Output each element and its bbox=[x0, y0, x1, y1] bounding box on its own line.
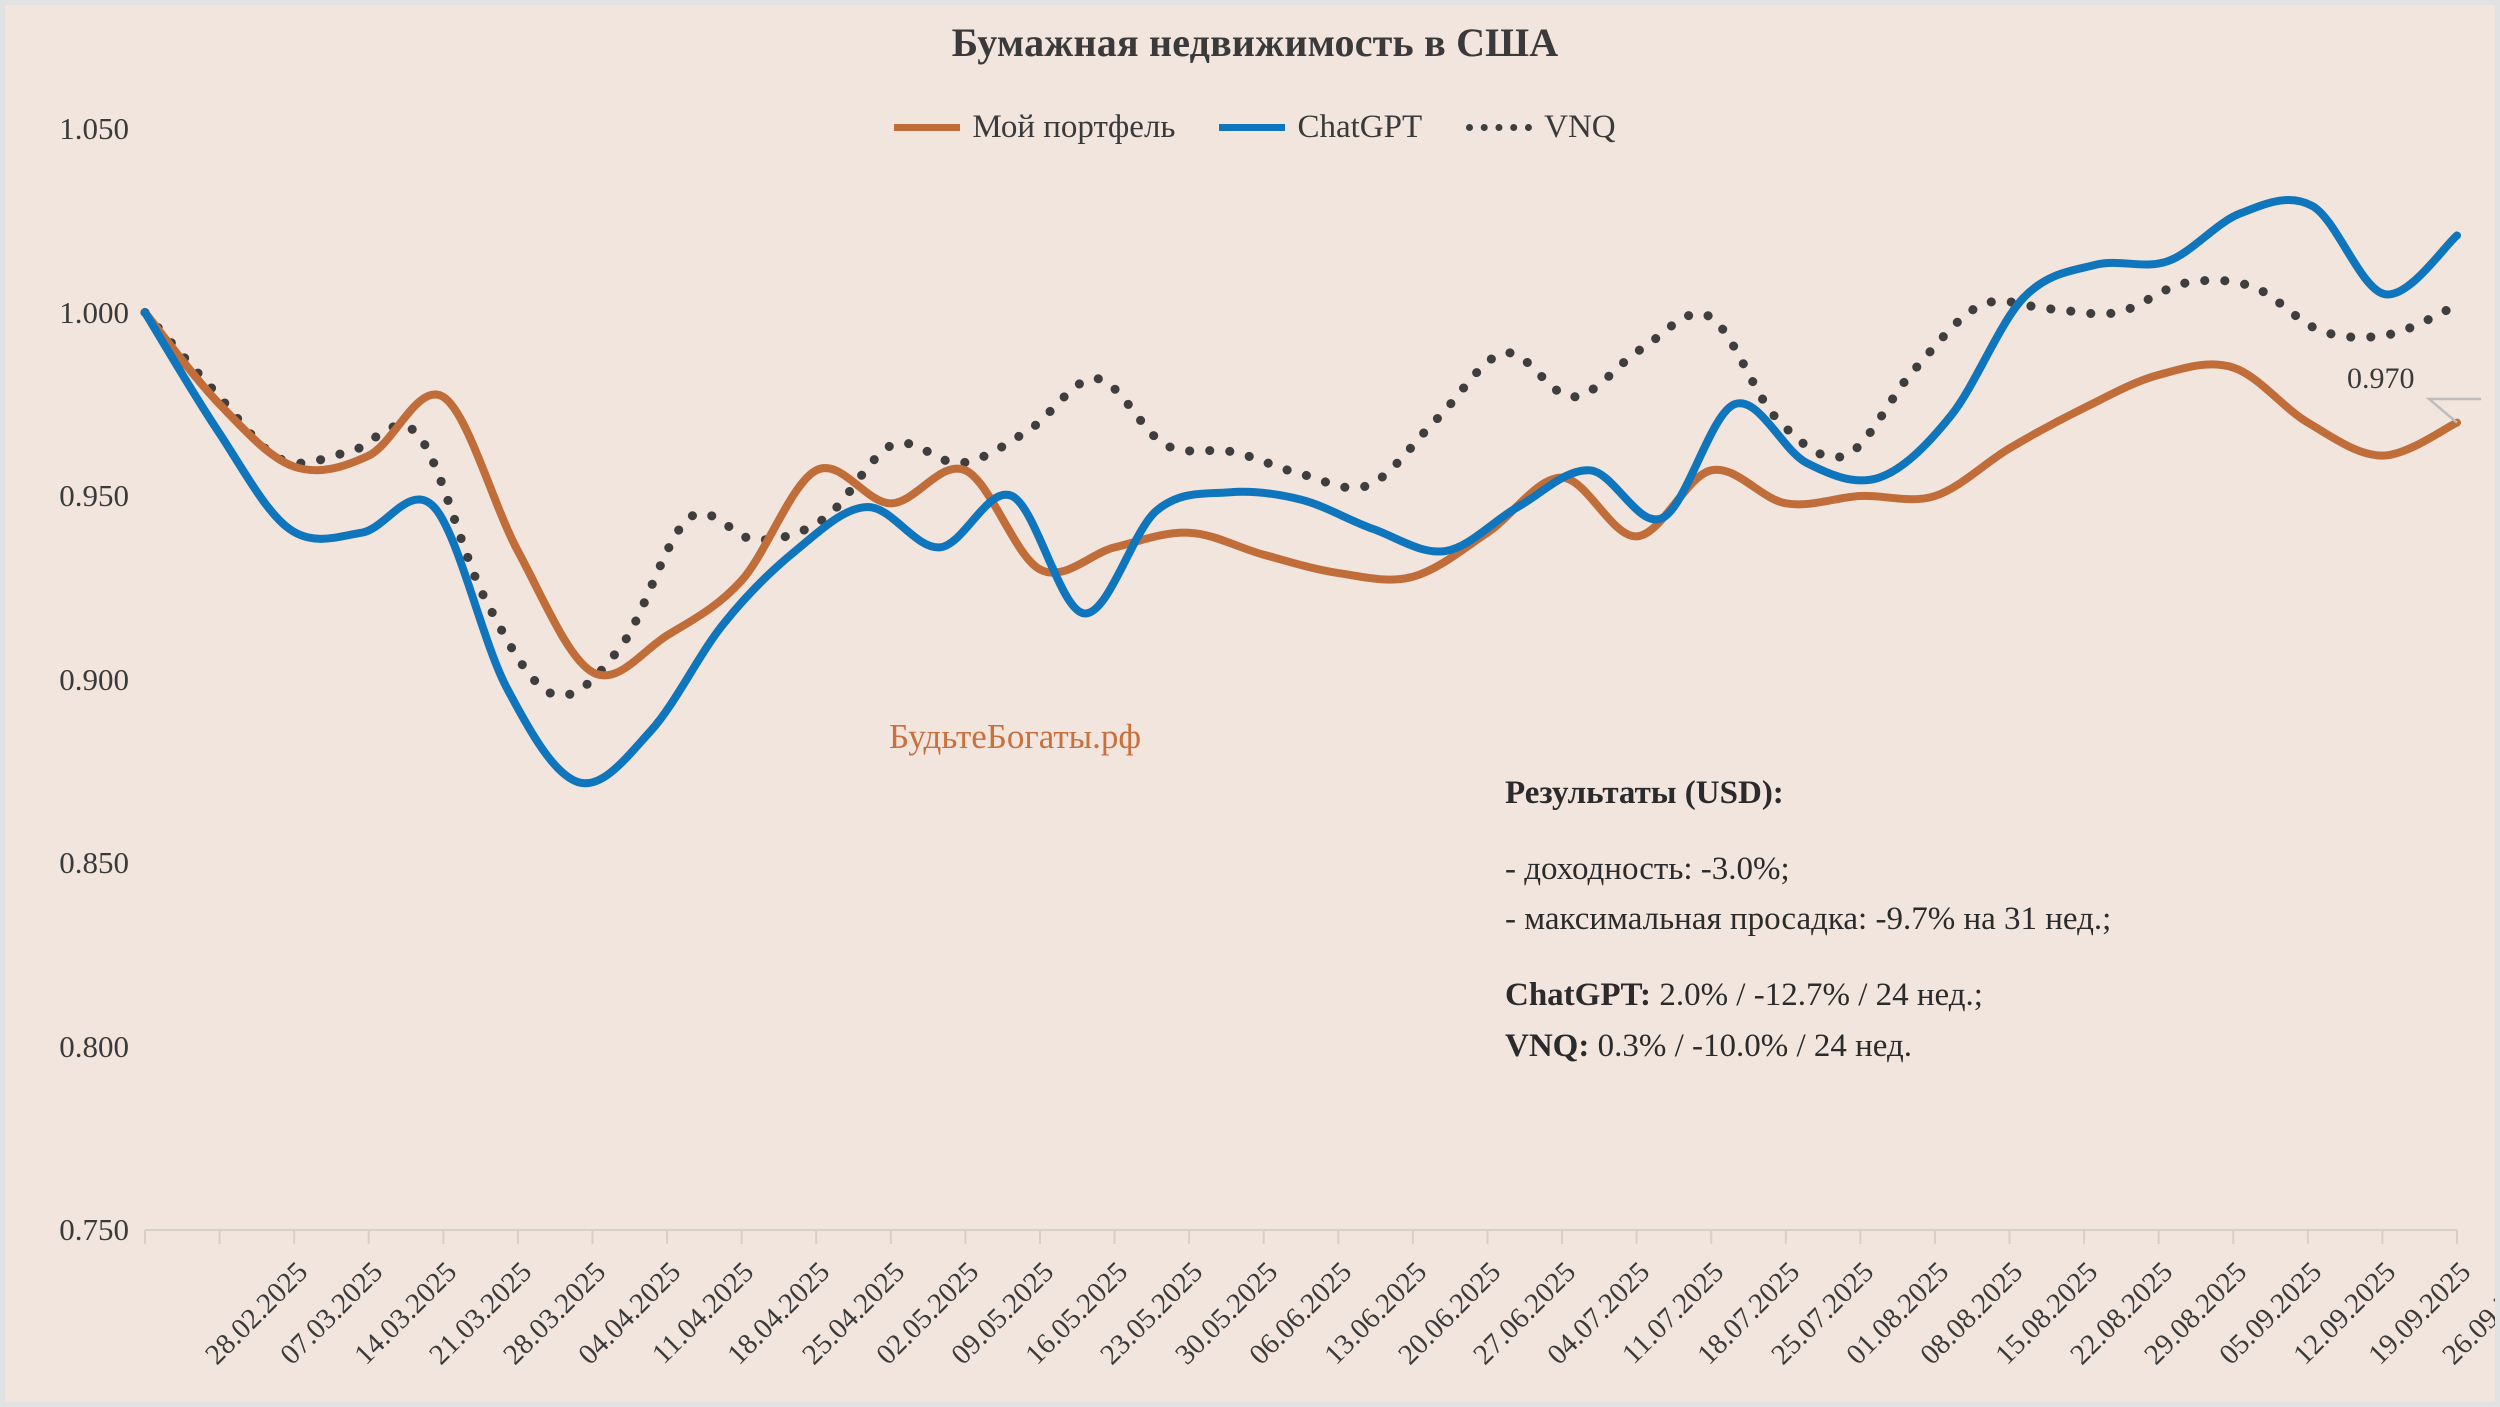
y-axis-tick-label: 0.750 bbox=[59, 1212, 129, 1247]
page-title: Бумажная недвижимость в США bbox=[951, 20, 1559, 65]
chart-legend: Мой портфель ChatGPT VNQ bbox=[5, 109, 2495, 146]
legend-swatch-icon bbox=[894, 124, 961, 131]
y-axis-tick-label: 0.850 bbox=[59, 845, 129, 880]
results-chatgpt: ChatGPT: 2.0% / -12.7% / 24 нед.; bbox=[1505, 970, 2111, 1020]
plot-area: 0.750 0.800 0.850 0.900 0.950 1.000 1.050 28.02… bbox=[5, 5, 2495, 1402]
y-axis-tick-label: 0.900 bbox=[59, 661, 129, 697]
series-line-chatgpt bbox=[141, 195, 2461, 788]
end-label-leader-line bbox=[2425, 397, 2481, 424]
legend-item-1[interactable]: Мой портфель bbox=[894, 109, 1175, 146]
results-return: - доходность: -3.0%; bbox=[1505, 851, 1790, 888]
y-axis-tick-label: 1.050 bbox=[59, 111, 129, 146]
y-axis-tick-label: 1.000 bbox=[59, 294, 129, 330]
legend-label: VNQ bbox=[1544, 109, 1616, 145]
legend-swatch-icon bbox=[1219, 124, 1286, 131]
legend-swatch-icon bbox=[1466, 124, 1533, 131]
results-panel: Результаты (USD): - доходность: -3.0%; -… bbox=[1505, 768, 2111, 1071]
results-vnq-value: 0.3% / -10.0% / 24 нед. bbox=[1589, 1027, 1913, 1064]
results-heading: Результаты (USD): bbox=[1505, 775, 1784, 811]
plot-svg bbox=[140, 195, 2481, 1244]
results-drawdown: - максимальная просадка: -9.7% на 31 нед… bbox=[1505, 901, 2112, 938]
results-spacer-1 bbox=[1505, 818, 2111, 844]
watermark: БудьтеБогаты.рф bbox=[889, 717, 1142, 756]
legend-label: Мой портфель bbox=[972, 109, 1176, 145]
results-vnq: VNQ: 0.3% / -10.0% / 24 нед. bbox=[1505, 1021, 2111, 1071]
y-axis-tick-label: 0.950 bbox=[59, 478, 129, 513]
legend-label: ChatGPT bbox=[1297, 109, 1423, 145]
series-line-- bbox=[141, 308, 2461, 680]
legend-item-2[interactable]: ChatGPT bbox=[1219, 109, 1422, 146]
legend-item-3[interactable]: VNQ bbox=[1466, 109, 1616, 146]
results-spacer-2 bbox=[1505, 944, 2111, 970]
y-axis-tick-label: 0.800 bbox=[59, 1028, 129, 1064]
end-value-label: 0.970 bbox=[2347, 362, 2415, 395]
series-line-vnq bbox=[140, 275, 2462, 701]
results-chatgpt-label: ChatGPT: bbox=[1505, 977, 1652, 1014]
results-chatgpt-value: 2.0% / -12.7% / 24 нед.; bbox=[1651, 977, 1983, 1014]
results-vnq-label: VNQ: bbox=[1505, 1027, 1590, 1064]
